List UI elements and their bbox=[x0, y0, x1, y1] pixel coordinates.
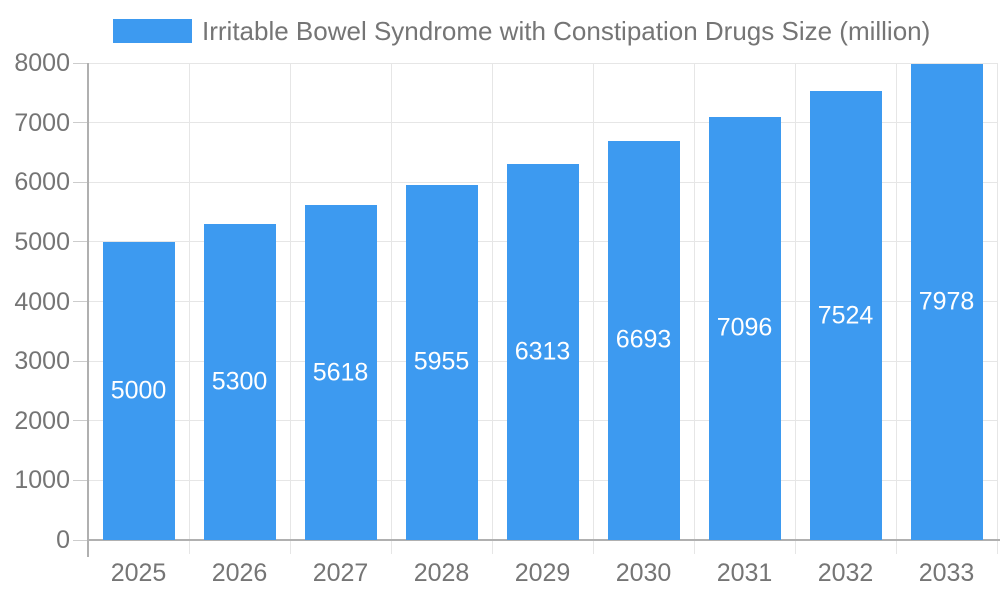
x-axis-label: 2030 bbox=[615, 559, 672, 587]
bar[interactable]: 5618 bbox=[304, 205, 377, 540]
h-gridline bbox=[88, 62, 997, 64]
v-gridline bbox=[391, 63, 392, 554]
v-gridline bbox=[997, 63, 998, 554]
bar-value-label: 5618 bbox=[312, 358, 369, 386]
y-axis-line bbox=[87, 63, 89, 557]
x-axis-label: 2032 bbox=[817, 559, 874, 587]
y-axis-tick bbox=[73, 122, 88, 124]
x-axis-label: 2033 bbox=[918, 559, 975, 587]
bar[interactable]: 5955 bbox=[405, 184, 478, 540]
bar-value-label: 6693 bbox=[615, 325, 672, 354]
y-axis-tick bbox=[73, 241, 88, 243]
y-axis-tick bbox=[73, 360, 88, 362]
y-axis-label: 1000 bbox=[14, 466, 70, 495]
bar[interactable]: 7096 bbox=[708, 116, 781, 540]
y-axis-label: 6000 bbox=[14, 168, 70, 197]
v-gridline bbox=[694, 63, 695, 554]
v-gridline bbox=[795, 63, 796, 554]
y-axis-tick bbox=[73, 62, 88, 64]
y-axis-label: 3000 bbox=[14, 347, 70, 376]
h-gridline bbox=[88, 122, 997, 124]
legend-swatch bbox=[113, 19, 192, 43]
y-axis-tick bbox=[73, 479, 88, 481]
bar-value-label: 5300 bbox=[211, 367, 268, 396]
bar[interactable]: 6693 bbox=[607, 140, 680, 540]
y-axis-tick bbox=[73, 181, 88, 183]
bar-value-label: 5955 bbox=[413, 347, 470, 376]
bar-value-label: 5000 bbox=[110, 376, 167, 405]
y-axis-label: 4000 bbox=[14, 287, 70, 316]
x-axis-label: 2031 bbox=[716, 559, 773, 587]
x-axis-line bbox=[88, 539, 1000, 541]
bar-value-label: 6313 bbox=[514, 337, 571, 366]
v-gridline bbox=[896, 63, 897, 554]
v-gridline bbox=[189, 63, 190, 554]
x-axis-label: 2028 bbox=[413, 559, 470, 587]
v-gridline bbox=[290, 63, 291, 554]
y-axis-label: 5000 bbox=[14, 227, 70, 256]
y-axis-label: 8000 bbox=[14, 49, 70, 77]
bar-value-label: 7978 bbox=[918, 287, 975, 316]
y-axis-tick bbox=[73, 539, 88, 541]
y-axis-label: 7000 bbox=[14, 108, 70, 137]
bar[interactable]: 5300 bbox=[203, 223, 276, 540]
bar-value-label: 7096 bbox=[716, 313, 773, 342]
x-axis-label: 2026 bbox=[211, 559, 268, 587]
x-axis-label: 2025 bbox=[110, 559, 167, 587]
y-axis-label: 2000 bbox=[14, 406, 70, 435]
bar[interactable]: 7524 bbox=[809, 91, 882, 540]
v-gridline bbox=[593, 63, 594, 554]
y-axis-label: 0 bbox=[56, 526, 70, 554]
x-axis-label: 2027 bbox=[312, 559, 369, 587]
bar-value-label: 7524 bbox=[817, 301, 874, 330]
bar[interactable]: 6313 bbox=[506, 163, 579, 540]
legend-title: Irritable Bowel Syndrome with Constipati… bbox=[202, 16, 931, 46]
y-axis-tick bbox=[73, 420, 88, 422]
y-axis-tick bbox=[73, 301, 88, 302]
x-axis-label: 2029 bbox=[514, 559, 571, 587]
bar[interactable]: 5000 bbox=[102, 241, 175, 540]
bar[interactable]: 7978 bbox=[910, 64, 983, 540]
v-gridline bbox=[492, 63, 493, 554]
